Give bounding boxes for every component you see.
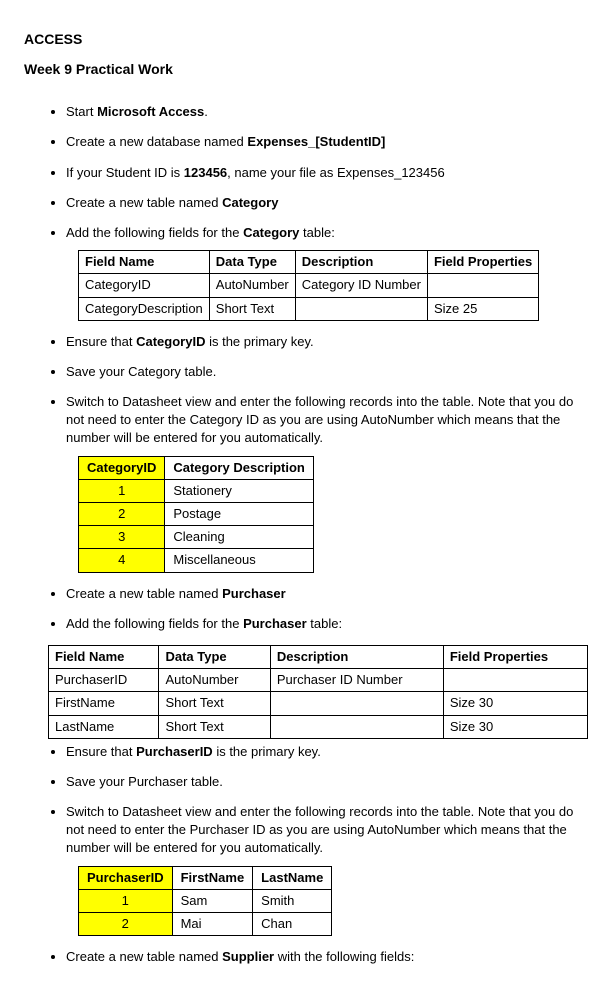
td [270, 715, 443, 738]
td: Chan [253, 913, 332, 936]
td [443, 669, 587, 692]
th: LastName [253, 866, 332, 889]
td [427, 274, 538, 297]
td: AutoNumber [209, 274, 295, 297]
td: Short Text [209, 297, 295, 320]
td: 1 [79, 479, 165, 502]
td: LastName [49, 715, 159, 738]
td: FirstName [49, 692, 159, 715]
list-item: Add the following fields for the Purchas… [66, 615, 574, 633]
td: Postage [165, 503, 313, 526]
th: Description [270, 645, 443, 668]
td: Short Text [159, 692, 270, 715]
td: 4 [79, 549, 165, 572]
td: Size 25 [427, 297, 538, 320]
purchaser-fields-table: Field Name Data Type Description Field P… [48, 645, 588, 739]
td: Size 30 [443, 692, 587, 715]
doc-title: ACCESS [24, 30, 574, 50]
td: Sam [172, 889, 253, 912]
th: Category Description [165, 456, 313, 479]
td: Purchaser ID Number [270, 669, 443, 692]
th: Description [295, 251, 427, 274]
td: 1 [79, 889, 173, 912]
list-item: Create a new table named Category [66, 194, 574, 212]
list-item: Ensure that PurchaserID is the primary k… [66, 743, 574, 761]
th: Data Type [209, 251, 295, 274]
list-item: Switch to Datasheet view and enter the f… [66, 803, 574, 936]
td: 2 [79, 913, 173, 936]
td: CategoryDescription [79, 297, 210, 320]
td: Size 30 [443, 715, 587, 738]
td: Stationery [165, 479, 313, 502]
list-item: Ensure that CategoryID is the primary ke… [66, 333, 574, 351]
td: 3 [79, 526, 165, 549]
purchaser-data-table: PurchaserID FirstName LastName 1 Sam Smi… [78, 866, 332, 937]
td [270, 692, 443, 715]
td: PurchaserID [49, 669, 159, 692]
td: Smith [253, 889, 332, 912]
list-item: Add the following fields for the Categor… [66, 224, 574, 321]
th: PurchaserID [79, 866, 173, 889]
list-item: Switch to Datasheet view and enter the f… [66, 393, 574, 573]
th: CategoryID [79, 456, 165, 479]
list-item: If your Student ID is 123456, name your … [66, 164, 574, 182]
category-fields-table: Field Name Data Type Description Field P… [78, 250, 539, 321]
th: Data Type [159, 645, 270, 668]
th: Field Name [49, 645, 159, 668]
td: Cleaning [165, 526, 313, 549]
th: FirstName [172, 866, 253, 889]
td: Category ID Number [295, 274, 427, 297]
td: 2 [79, 503, 165, 526]
th: Field Properties [443, 645, 587, 668]
td: Short Text [159, 715, 270, 738]
th: Field Name [79, 251, 210, 274]
instruction-list: Start Microsoft Access. Create a new dat… [24, 103, 574, 633]
list-item: Save your Purchaser table. [66, 773, 574, 791]
td [295, 297, 427, 320]
doc-subtitle: Week 9 Practical Work [24, 60, 574, 80]
td: AutoNumber [159, 669, 270, 692]
instruction-list-2: Ensure that PurchaserID is the primary k… [24, 743, 574, 967]
list-item: Create a new table named Purchaser [66, 585, 574, 603]
list-item: Save your Category table. [66, 363, 574, 381]
td: Miscellaneous [165, 549, 313, 572]
list-item: Create a new database named Expenses_[St… [66, 133, 574, 151]
th: Field Properties [427, 251, 538, 274]
list-item: Create a new table named Supplier with t… [66, 948, 574, 966]
td: Mai [172, 913, 253, 936]
category-data-table: CategoryID Category Description 1 Statio… [78, 456, 314, 573]
td: CategoryID [79, 274, 210, 297]
list-item: Start Microsoft Access. [66, 103, 574, 121]
